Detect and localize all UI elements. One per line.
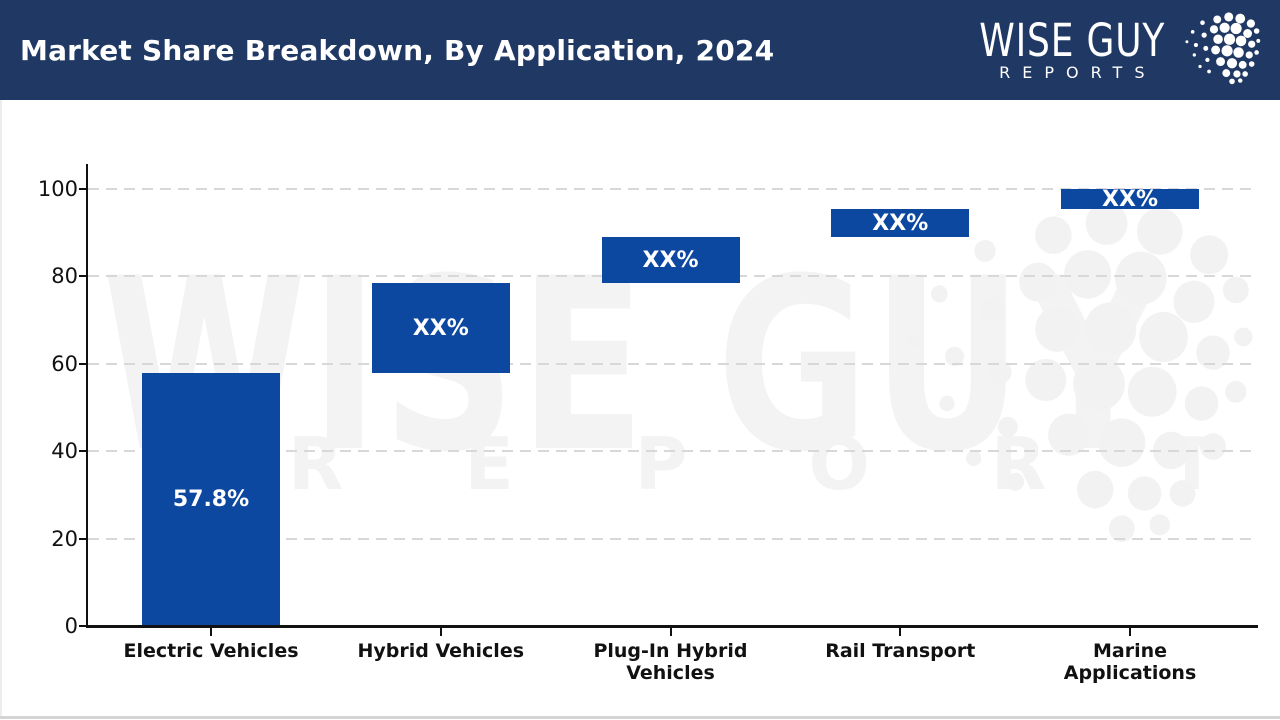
- page-title: Market Share Breakdown, By Application, …: [20, 33, 775, 67]
- bar-marine-applications: XX%: [1061, 186, 1199, 212]
- y-tick-label-100: 100: [37, 177, 78, 201]
- gridline-60: [88, 362, 1258, 365]
- left-border: [0, 100, 2, 716]
- y-tick-60: [79, 362, 88, 365]
- y-tick-label-40: 40: [51, 439, 78, 464]
- y-tick-40: [79, 450, 88, 453]
- logo-subtext: REPORTS: [999, 63, 1157, 82]
- wise-guy-head-icon: [1185, 12, 1261, 85]
- bar-value-label: XX%: [642, 247, 699, 273]
- x-tick-hybrid-vehicles: [439, 628, 442, 636]
- gridline-40: [88, 450, 1258, 453]
- y-tick-label-60: 60: [51, 351, 78, 376]
- y-tick-0: [79, 625, 88, 627]
- bottom-border: [0, 716, 1280, 719]
- header: Market Share Breakdown, By Application, …: [0, 0, 1280, 100]
- wise-guy-logo: WISE GUY REPORTS: [956, 0, 1264, 100]
- category-label-plug-in-hybrid-vehicles: Plug-In Hybrid Vehicles: [593, 640, 748, 684]
- y-tick-100: [79, 188, 88, 190]
- x-tick-electric-vehicles: [210, 628, 212, 636]
- x-tick-marine-applications: [1129, 628, 1131, 636]
- x-tick-rail-transport: [899, 628, 902, 636]
- y-axis-line: [86, 164, 88, 628]
- category-label-marine-applications: Marine Applications: [1063, 640, 1197, 684]
- category-label-electric-vehicles: Electric Vehicles: [123, 640, 299, 662]
- logo-wordmark: WISE GUY: [978, 14, 1165, 67]
- y-tick-80: [79, 275, 88, 278]
- bar-rail-transport: XX%: [831, 209, 970, 238]
- bar-value-label: XX%: [872, 210, 929, 236]
- gridline-100: [88, 188, 1258, 190]
- bar-value-label: 57.8%: [172, 487, 250, 513]
- x-tick-plug-in-hybrid-vehicles: [669, 628, 672, 636]
- bar-hybrid-vehicles: XX%: [371, 282, 510, 374]
- x-axis-line: [86, 625, 1258, 628]
- bar-value-label: XX%: [1102, 186, 1158, 212]
- bar-electric-vehicles: 57.8%: [142, 373, 280, 626]
- y-tick-label-20: 20: [51, 526, 78, 551]
- y-tick-label-0: 0: [64, 614, 78, 638]
- y-tick-20: [79, 537, 88, 540]
- category-label-hybrid-vehicles: Hybrid Vehicles: [357, 640, 525, 662]
- bar-value-label: XX%: [412, 315, 469, 341]
- gridline-20: [88, 537, 1258, 540]
- y-tick-label-80: 80: [51, 264, 78, 289]
- category-label-rail-transport: Rail Transport: [825, 640, 976, 662]
- bar-plug-in-hybrid-vehicles: XX%: [601, 237, 740, 283]
- watermark-head-icon: [905, 201, 1253, 542]
